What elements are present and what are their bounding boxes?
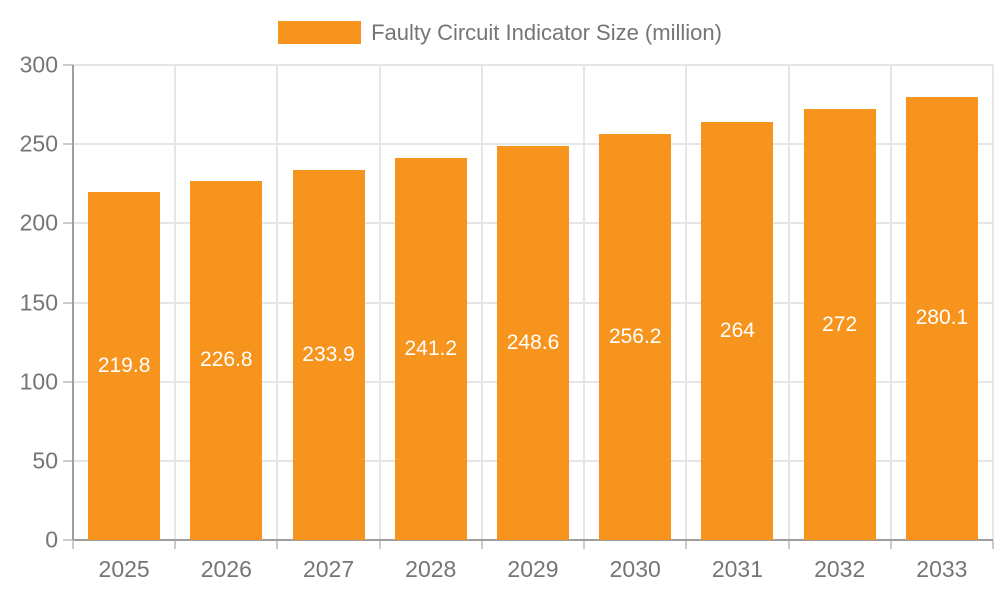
x-axis-tick-label: 2027 — [302, 556, 355, 582]
bar-2029[interactable] — [497, 146, 569, 540]
gridline-vertical — [889, 65, 892, 540]
bar-value-label: 280.1 — [915, 306, 969, 330]
x-axis-tick-label: 2025 — [98, 556, 150, 582]
gridline-vertical — [787, 65, 790, 540]
bar-2033[interactable] — [905, 96, 978, 540]
x-axis-tick — [583, 540, 586, 549]
y-axis-tick-label: 150 — [19, 289, 58, 315]
x-axis-tick-label: 2026 — [200, 556, 252, 582]
y-axis-tick-label: 200 — [19, 209, 58, 236]
x-axis-line — [73, 539, 993, 541]
bar-2027[interactable] — [292, 169, 365, 540]
gridline-vertical — [378, 65, 381, 540]
y-axis-tick-label: 100 — [19, 368, 58, 395]
x-axis-tick-label: 2029 — [507, 556, 559, 582]
gridline-horizontal — [73, 143, 993, 146]
y-axis-tick-label: 250 — [19, 130, 58, 157]
bar-value-label: 248.6 — [506, 331, 560, 355]
y-axis-tick — [63, 143, 73, 146]
bar-value-label: 233.9 — [302, 342, 355, 366]
legend-label: Faulty Circuit Indicator Size (million) — [371, 20, 722, 45]
bar-2028[interactable] — [394, 158, 467, 540]
x-axis-tick-label: 2028 — [405, 556, 457, 582]
x-axis-tick — [480, 540, 483, 549]
x-axis-tick-label: 2033 — [916, 556, 968, 582]
bar-value-label: 272 — [822, 312, 858, 336]
legend[interactable]: Faulty Circuit Indicator Size (million) — [0, 21, 1000, 44]
x-axis-tick-label: 2031 — [711, 556, 764, 582]
gridline-vertical — [685, 65, 688, 540]
bar-2032[interactable] — [803, 109, 876, 540]
y-axis-tick — [63, 64, 73, 66]
gridline-vertical — [583, 65, 586, 540]
legend-swatch-icon — [278, 21, 362, 44]
y-axis-tick-label: 0 — [45, 526, 58, 553]
y-axis-tick — [63, 380, 73, 383]
y-axis-tick — [63, 222, 73, 225]
gridline-horizontal — [73, 64, 993, 66]
bar-2030[interactable] — [599, 134, 672, 540]
gridline-vertical — [276, 65, 279, 540]
x-axis-tick — [685, 540, 688, 549]
x-axis-tick — [378, 540, 381, 549]
bar-value-label: 219.8 — [97, 353, 151, 377]
bar-2026[interactable] — [190, 180, 263, 540]
x-axis-tick — [276, 540, 279, 549]
bar-value-label: 226.8 — [200, 348, 253, 372]
bar-value-label: 256.2 — [608, 325, 662, 349]
x-axis-tick-label: 2030 — [609, 556, 661, 582]
y-axis-tick-label: 300 — [19, 51, 58, 78]
x-axis-tick — [992, 540, 994, 549]
y-axis-tick — [63, 301, 73, 304]
y-axis-tick — [63, 459, 73, 462]
x-axis-tick — [889, 540, 892, 549]
x-axis-tick — [72, 540, 74, 549]
gridline-vertical — [174, 65, 177, 540]
x-axis-tick — [787, 540, 790, 549]
bar-2025[interactable] — [88, 191, 161, 540]
bar-value-label: 241.2 — [404, 337, 458, 361]
x-axis-tick — [174, 540, 177, 549]
gridline-vertical — [992, 65, 994, 540]
bar-value-label: 264 — [719, 319, 755, 342]
y-axis-tick-label: 50 — [32, 447, 58, 474]
x-axis-tick-label: 2032 — [814, 556, 866, 582]
y-axis-tick — [63, 539, 73, 541]
bar-2031[interactable] — [701, 122, 774, 540]
gridline-vertical — [480, 65, 483, 540]
y-axis-line — [72, 65, 74, 540]
